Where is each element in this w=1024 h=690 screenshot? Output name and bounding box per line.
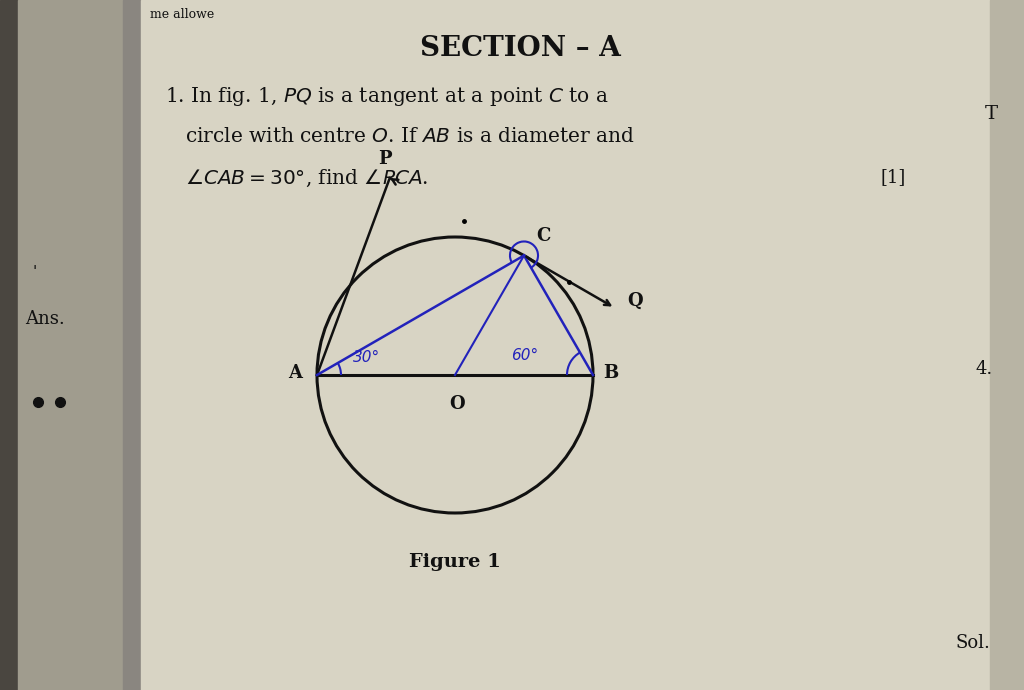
Bar (141, 0, 1024, 690)
Text: SECTION – A: SECTION – A (420, 35, 621, 62)
Text: P: P (378, 150, 391, 168)
Text: circle with centre $O$. If $AB$ is a diameter and: circle with centre $O$. If $AB$ is a dia… (185, 127, 635, 146)
Text: T: T (985, 105, 998, 123)
Text: 1. In fig. 1, $PQ$ is a tangent at a point $C$ to a: 1. In fig. 1, $PQ$ is a tangent at a poi… (165, 85, 608, 108)
Text: me allowe: me allowe (150, 8, 214, 21)
Text: 60°: 60° (511, 348, 539, 363)
Text: Q: Q (627, 292, 642, 310)
Text: A: A (288, 364, 302, 382)
Text: B: B (603, 364, 618, 382)
Text: [1]: [1] (880, 168, 905, 186)
Text: ': ' (32, 265, 36, 280)
Text: Ans.: Ans. (25, 310, 65, 328)
Text: C: C (536, 228, 550, 246)
Bar (0, 0, 18, 690)
Bar (123, 0, 141, 690)
Text: $\angle CAB = 30°$, find $\angle PCA$.: $\angle CAB = 30°$, find $\angle PCA$. (185, 168, 428, 189)
Bar (18, 0, 123, 690)
Text: Figure 1: Figure 1 (409, 553, 501, 571)
Text: 4.: 4. (975, 360, 992, 378)
Text: 30°: 30° (353, 350, 380, 365)
Text: O: O (450, 395, 465, 413)
Text: Sol.: Sol. (955, 634, 990, 652)
Bar (990, 0, 1024, 690)
